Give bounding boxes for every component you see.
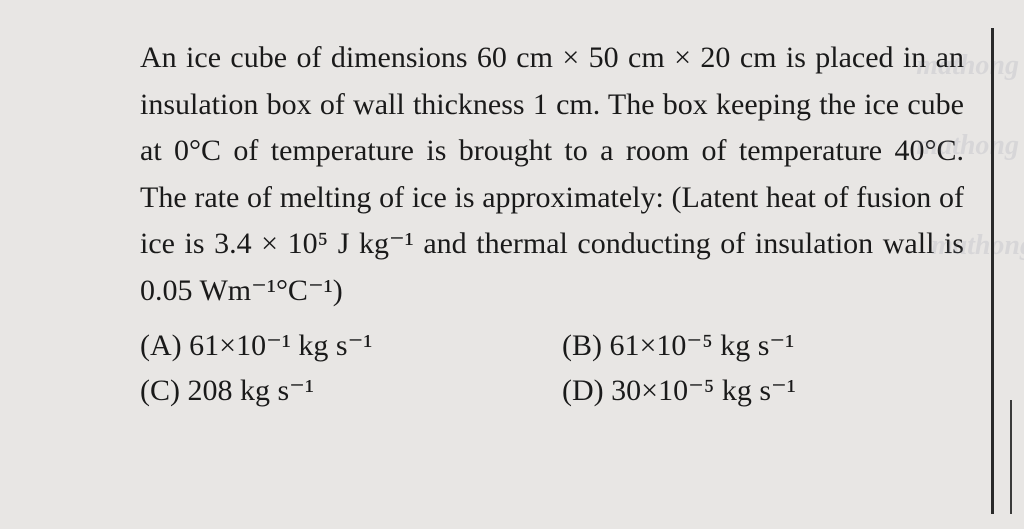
options-grid: (A) 61×10⁻¹ kg s⁻¹ (B) 61×10⁻⁵ kg s⁻¹ (C… [140, 328, 964, 408]
option-a: (A) 61×10⁻¹ kg s⁻¹ [140, 328, 542, 363]
problem-statement: An ice cube of dimensions 60 cm × 50 cm … [140, 35, 964, 314]
page-margin-line [991, 28, 994, 514]
page-margin-line-secondary [1010, 400, 1012, 514]
option-c: (C) 208 kg s⁻¹ [140, 373, 542, 408]
problem-container: An ice cube of dimensions 60 cm × 50 cm … [0, 0, 1024, 428]
option-d: (D) 30×10⁻⁵ kg s⁻¹ [562, 373, 964, 408]
option-b: (B) 61×10⁻⁵ kg s⁻¹ [562, 328, 964, 363]
